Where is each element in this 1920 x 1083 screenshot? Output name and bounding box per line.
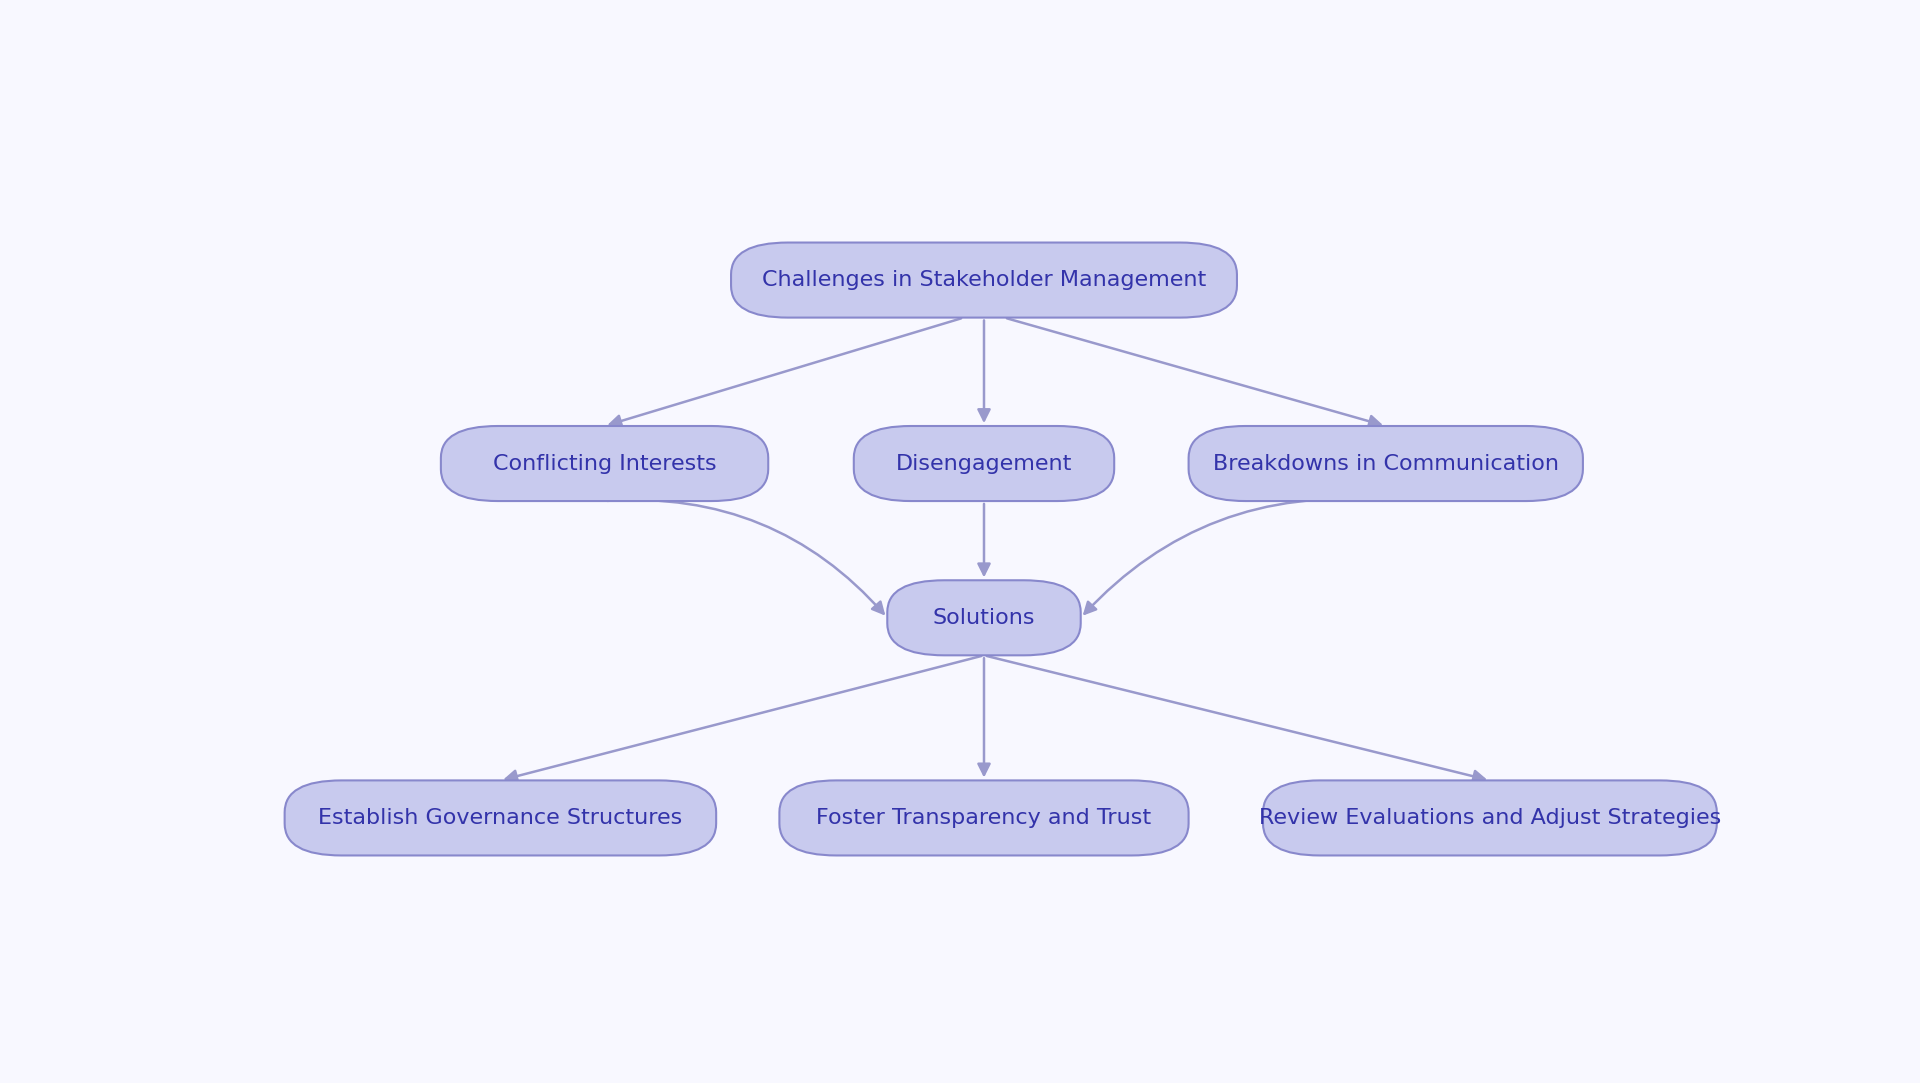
Text: Review Evaluations and Adjust Strategies: Review Evaluations and Adjust Strategies: [1260, 808, 1720, 827]
Text: Challenges in Stakeholder Management: Challenges in Stakeholder Management: [762, 270, 1206, 290]
FancyBboxPatch shape: [1263, 781, 1716, 856]
Text: Establish Governance Structures: Establish Governance Structures: [319, 808, 682, 827]
Text: Breakdowns in Communication: Breakdowns in Communication: [1213, 454, 1559, 473]
FancyBboxPatch shape: [442, 426, 768, 501]
FancyBboxPatch shape: [732, 243, 1236, 317]
Text: Disengagement: Disengagement: [897, 454, 1071, 473]
FancyBboxPatch shape: [854, 426, 1114, 501]
FancyBboxPatch shape: [780, 781, 1188, 856]
FancyBboxPatch shape: [284, 781, 716, 856]
FancyBboxPatch shape: [1188, 426, 1582, 501]
Text: Solutions: Solutions: [933, 608, 1035, 628]
Text: Conflicting Interests: Conflicting Interests: [493, 454, 716, 473]
Text: Foster Transparency and Trust: Foster Transparency and Trust: [816, 808, 1152, 827]
FancyBboxPatch shape: [887, 580, 1081, 655]
